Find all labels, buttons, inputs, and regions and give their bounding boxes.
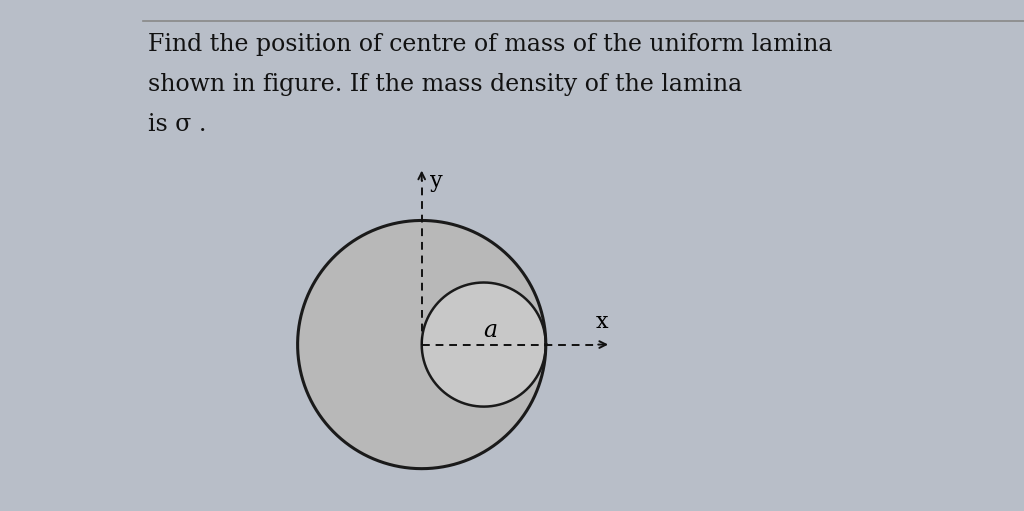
Text: a: a	[483, 319, 497, 342]
Polygon shape	[422, 283, 546, 407]
Text: is σ .: is σ .	[148, 113, 207, 136]
Polygon shape	[298, 220, 546, 469]
Text: shown in figure. If the mass density of the lamina: shown in figure. If the mass density of …	[148, 73, 742, 96]
Text: Find the position of centre of mass of the uniform lamina: Find the position of centre of mass of t…	[148, 33, 833, 56]
Text: x: x	[595, 311, 608, 333]
Text: y: y	[430, 170, 442, 192]
